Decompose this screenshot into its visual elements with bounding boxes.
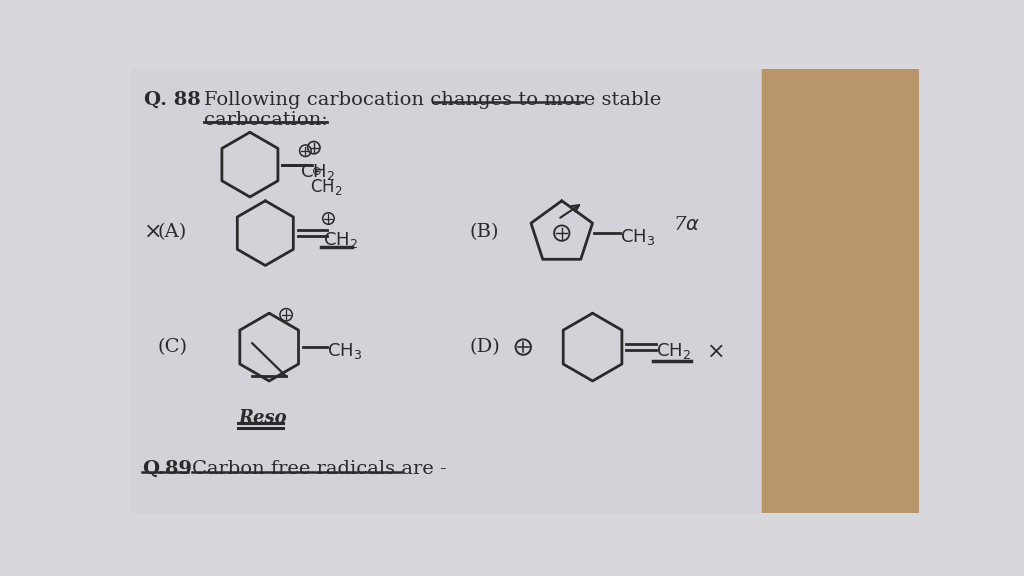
Text: Q.89: Q.89 bbox=[142, 460, 193, 478]
Text: $\mathrm{CH_2}$: $\mathrm{CH_2}$ bbox=[655, 341, 691, 361]
Bar bbox=[131, 69, 762, 513]
Text: $\mathrm{\overset{\oplus}{C}H_2}$: $\mathrm{\overset{\oplus}{C}H_2}$ bbox=[310, 166, 342, 198]
Text: (C): (C) bbox=[158, 338, 187, 356]
Text: (D): (D) bbox=[469, 338, 500, 356]
Bar bbox=[762, 69, 920, 513]
Text: $\mathrm{CH_2}$: $\mathrm{CH_2}$ bbox=[300, 161, 335, 181]
Text: $\mathrm{CH_3}$: $\mathrm{CH_3}$ bbox=[620, 227, 654, 247]
Text: Following carbocation changes to more stable: Following carbocation changes to more st… bbox=[204, 90, 660, 109]
Text: 7$\alpha$: 7$\alpha$ bbox=[674, 217, 700, 234]
Text: ×: × bbox=[707, 341, 725, 363]
Text: Reso: Reso bbox=[239, 409, 287, 427]
Text: (A): (A) bbox=[158, 222, 186, 241]
Text: Carbon free radicals are -: Carbon free radicals are - bbox=[193, 460, 446, 478]
Text: carbocation:: carbocation: bbox=[204, 112, 328, 130]
Text: ×: × bbox=[144, 221, 163, 242]
Text: Q. 88: Q. 88 bbox=[144, 90, 201, 109]
Text: (B): (B) bbox=[469, 222, 499, 241]
Text: $\mathrm{CH_2}$: $\mathrm{CH_2}$ bbox=[323, 230, 358, 250]
Text: $\mathrm{CH_3}$: $\mathrm{CH_3}$ bbox=[327, 341, 362, 361]
